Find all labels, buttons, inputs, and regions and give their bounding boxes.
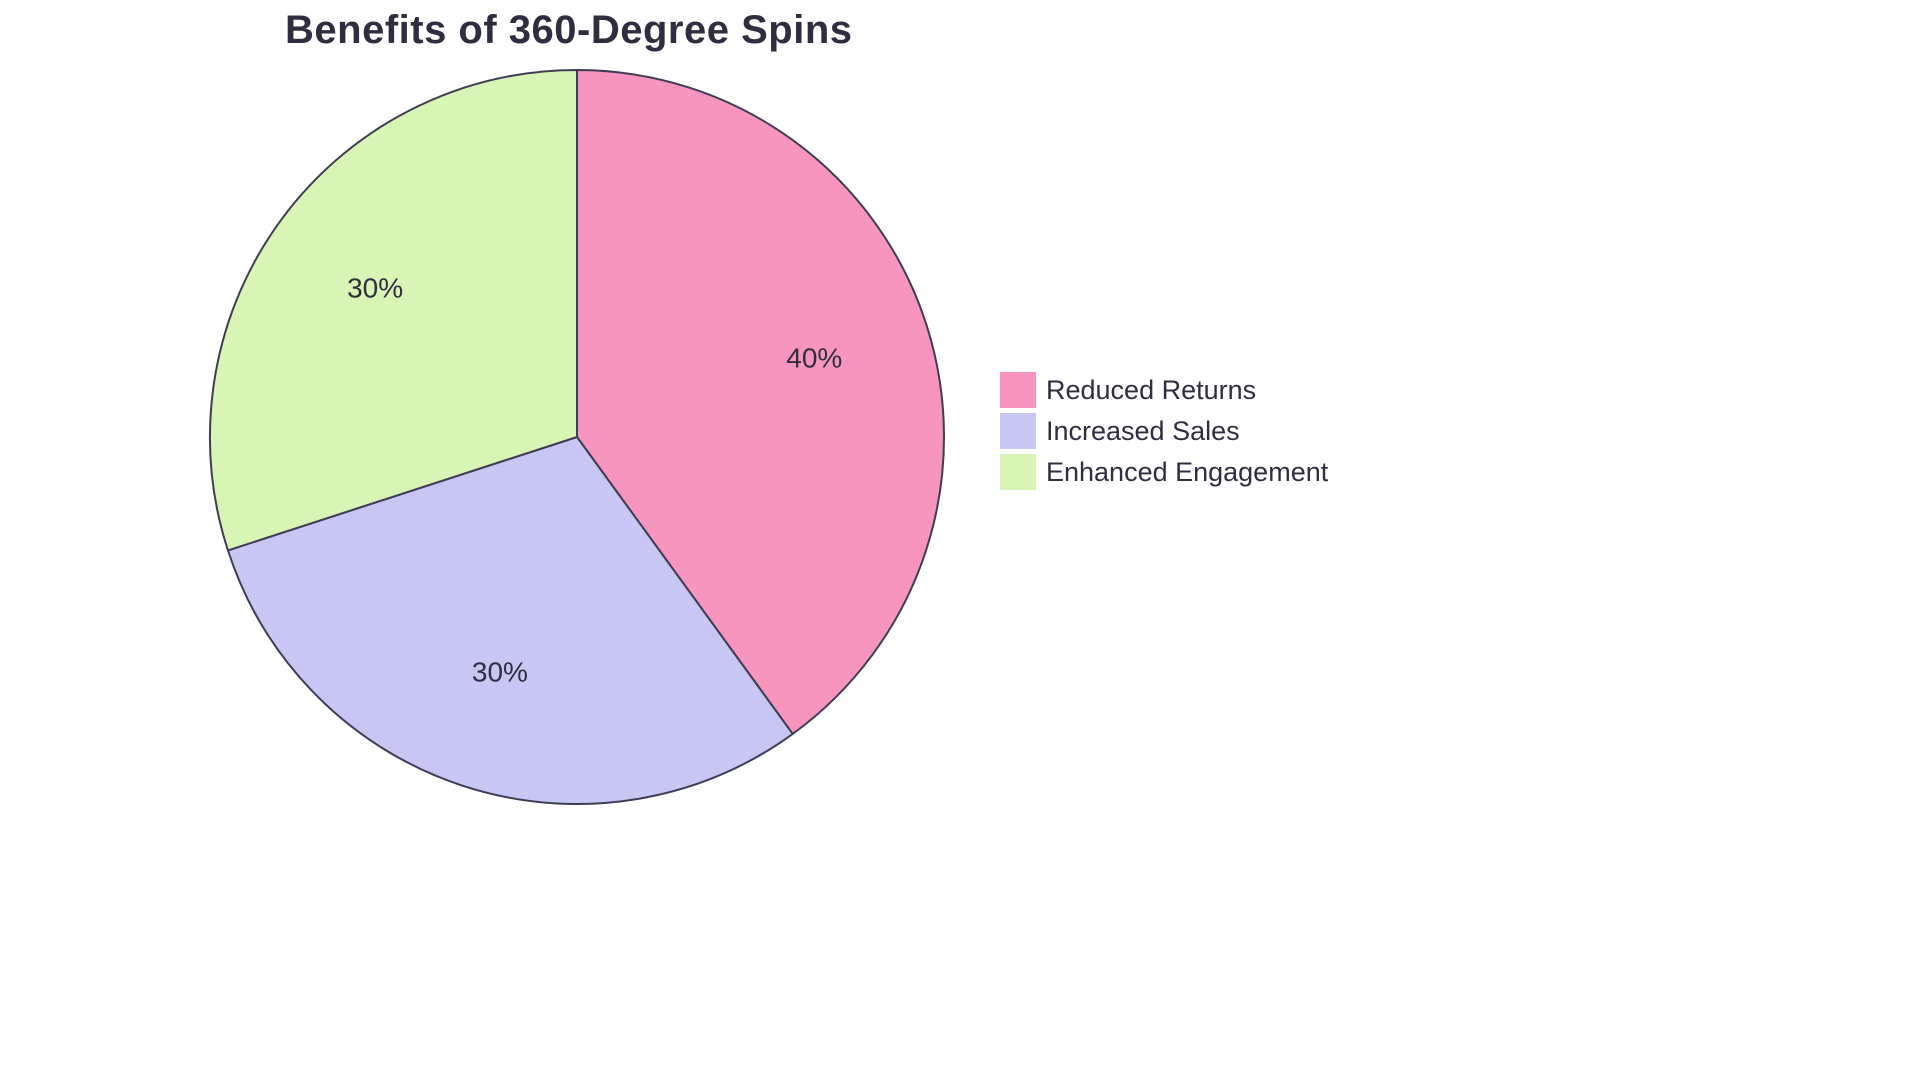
legend-swatch-enhanced-engagement	[1000, 454, 1036, 490]
pie-slice-enhanced-engagement	[209, 69, 578, 552]
legend-item-reduced-returns: Reduced Returns	[1000, 372, 1328, 408]
legend-item-increased-sales: Increased Sales	[1000, 413, 1328, 449]
legend-swatch-increased-sales	[1000, 413, 1036, 449]
legend: Reduced Returns Increased Sales Enhanced E…	[1000, 372, 1328, 490]
chart-title: Benefits of 360-Degree Spins	[285, 8, 853, 52]
pie-slice-label-increased-sales: 30%	[472, 657, 528, 688]
legend-item-enhanced-engagement: Enhanced Engagement	[1000, 454, 1328, 490]
pie-slice-label-enhanced-engagement: 30%	[347, 273, 403, 304]
legend-swatch-reduced-returns	[1000, 372, 1036, 408]
pie-slice-increased-sales	[226, 436, 794, 805]
pie-slice-label-reduced-returns: 40%	[786, 342, 842, 373]
pie-slice-reduced-returns	[576, 69, 945, 735]
legend-label-reduced-returns: Reduced Returns	[1046, 374, 1257, 405]
legend-label-increased-sales: Increased Sales	[1046, 415, 1240, 446]
legend-label-enhanced-engagement: Enhanced Engagement	[1046, 456, 1329, 487]
